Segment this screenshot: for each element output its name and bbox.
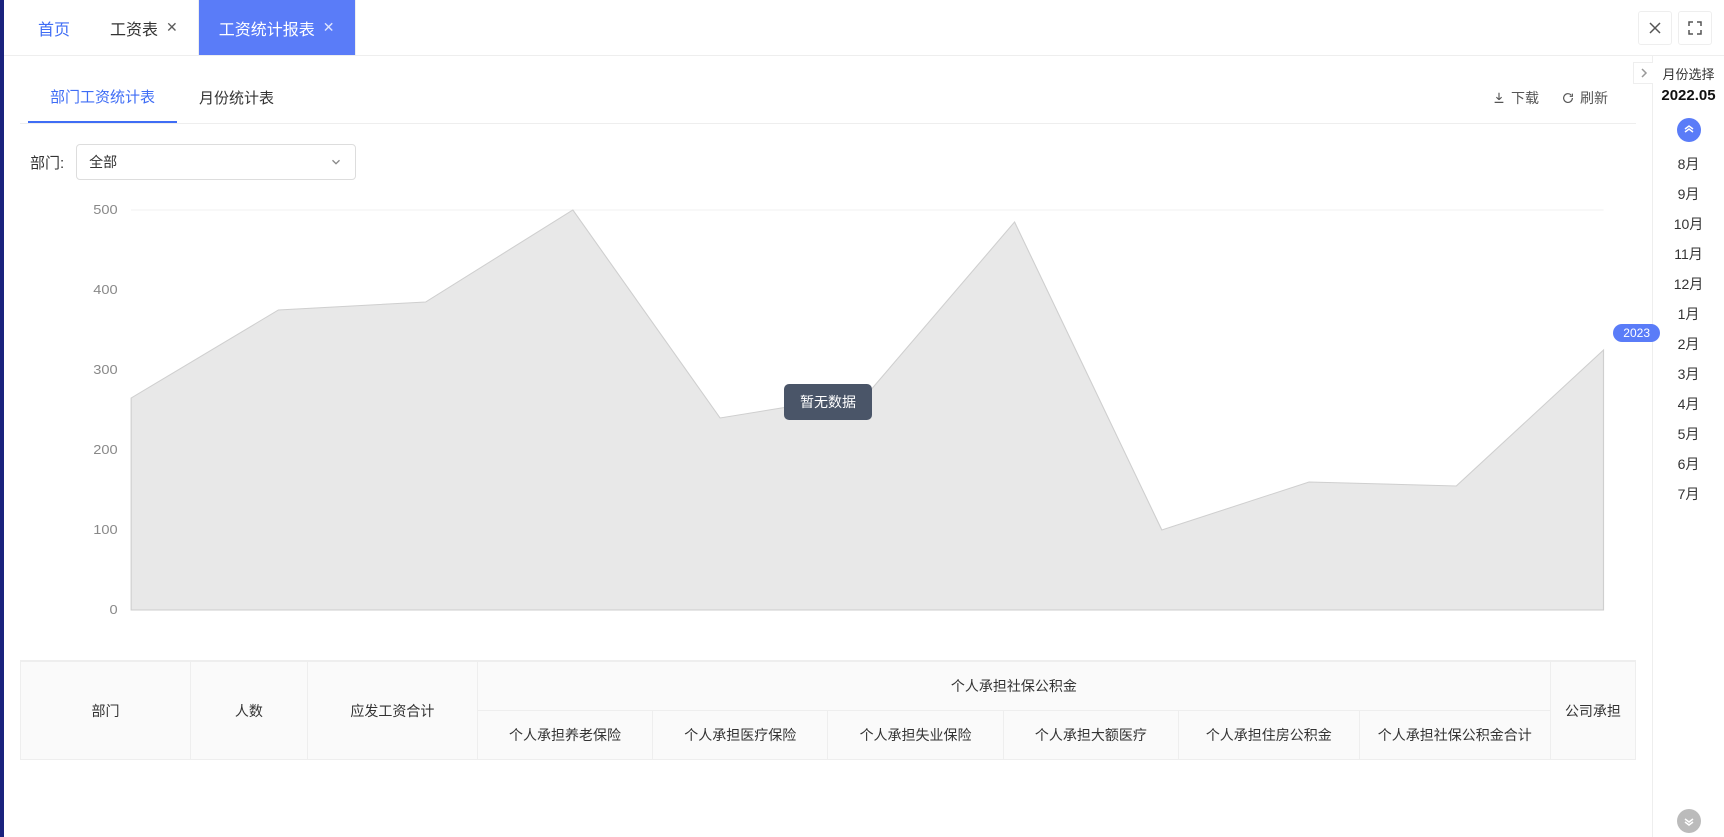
top-tabbar: 首页 工资表 ✕ 工资统计报表 ✕ bbox=[4, 0, 1724, 56]
close-icon[interactable]: ✕ bbox=[323, 19, 335, 36]
department-filter-label: 部门: bbox=[30, 152, 64, 173]
panel-actions: 下载 刷新 bbox=[1492, 88, 1628, 108]
month-item[interactable]: 9月 bbox=[1678, 184, 1700, 204]
close-all-button[interactable] bbox=[1638, 11, 1672, 45]
tab-salary-report-label: 工资统计报表 bbox=[219, 16, 315, 40]
chevron-down-icon bbox=[329, 155, 343, 169]
month-item[interactable]: 6月 bbox=[1678, 454, 1700, 474]
tab-salary-label: 工资表 bbox=[110, 16, 158, 40]
month-item[interactable]: 7月 bbox=[1678, 484, 1700, 504]
month-item[interactable]: 3月 bbox=[1678, 364, 1700, 384]
month-item[interactable]: 4月 bbox=[1678, 394, 1700, 414]
month-picker-title: 月份选择 bbox=[1662, 64, 1714, 83]
report-panel: 部门工资统计表 月份统计表 下载 刷新 部门: bbox=[20, 72, 1636, 821]
svg-text:200: 200 bbox=[93, 442, 118, 457]
th-headcount: 人数 bbox=[190, 662, 307, 760]
chevron-up-double-icon bbox=[1683, 124, 1695, 136]
th-housing-fund: 个人承担住房公积金 bbox=[1179, 711, 1360, 760]
chevron-right-icon bbox=[1639, 68, 1649, 78]
month-panel-collapse[interactable] bbox=[1633, 62, 1653, 84]
month-list: 8月 9月 10月 11月 12月 1月 2月 3月 4月 5月 6月 7月 bbox=[1674, 146, 1704, 805]
month-item[interactable]: 11月 bbox=[1674, 244, 1703, 264]
filter-row: 部门: 全部 bbox=[20, 124, 1636, 200]
close-icon[interactable]: ✕ bbox=[166, 19, 178, 36]
tab-salary[interactable]: 工资表 ✕ bbox=[90, 0, 199, 55]
chevron-down-double-icon bbox=[1683, 815, 1695, 827]
th-department: 部门 bbox=[21, 662, 191, 760]
panel-tab-department[interactable]: 部门工资统计表 bbox=[28, 72, 177, 123]
table-header-row-1: 部门 人数 应发工资合计 个人承担社保公积金 公司承担 bbox=[21, 662, 1636, 711]
salary-chart: 0 100 200 300 400 500 暂无数据 bbox=[30, 200, 1626, 640]
year-badge: 2023 bbox=[1613, 324, 1660, 342]
tab-home[interactable]: 首页 bbox=[18, 0, 90, 55]
th-major-medical: 个人承担大额医疗 bbox=[1003, 711, 1178, 760]
fullscreen-button[interactable] bbox=[1678, 11, 1712, 45]
close-icon bbox=[1647, 20, 1663, 36]
main-panel-wrap: 部门工资统计表 月份统计表 下载 刷新 部门: bbox=[4, 56, 1652, 837]
month-item[interactable]: 12月 bbox=[1674, 274, 1704, 294]
th-unemployment: 个人承担失业保险 bbox=[828, 711, 1003, 760]
download-label: 下载 bbox=[1511, 88, 1539, 108]
month-item[interactable]: 1月 bbox=[1678, 304, 1700, 324]
month-item[interactable]: 8月 bbox=[1678, 154, 1700, 174]
month-picker-current: 2022.05 bbox=[1661, 87, 1715, 104]
month-item[interactable]: 2月 bbox=[1678, 334, 1700, 354]
refresh-button[interactable]: 刷新 bbox=[1561, 88, 1608, 108]
top-tabs: 首页 工资表 ✕ 工资统计报表 ✕ bbox=[18, 0, 1638, 55]
month-item[interactable]: 10月 bbox=[1674, 214, 1704, 234]
tabbar-actions bbox=[1638, 11, 1724, 45]
download-icon bbox=[1492, 91, 1506, 105]
svg-text:100: 100 bbox=[93, 522, 118, 537]
summary-table: 部门 人数 应发工资合计 个人承担社保公积金 公司承担 个人承担养老保险 个人承… bbox=[20, 661, 1636, 760]
table-head: 部门 人数 应发工资合计 个人承担社保公积金 公司承担 个人承担养老保险 个人承… bbox=[21, 662, 1636, 760]
no-data-tooltip: 暂无数据 bbox=[784, 384, 872, 420]
refresh-icon bbox=[1561, 91, 1575, 105]
month-picker-panel: 月份选择 2022.05 8月 9月 10月 11月 12月 1月 2月 3月 4月 5月 6月 7月… bbox=[1652, 56, 1724, 837]
panel-tab-month[interactable]: 月份统计表 bbox=[177, 73, 296, 122]
svg-text:0: 0 bbox=[110, 602, 118, 617]
fullscreen-icon bbox=[1687, 20, 1703, 36]
svg-text:300: 300 bbox=[93, 362, 118, 377]
summary-table-wrap: 部门 人数 应发工资合计 个人承担社保公积金 公司承担 个人承担养老保险 个人承… bbox=[20, 660, 1636, 760]
refresh-label: 刷新 bbox=[1580, 88, 1608, 108]
department-select[interactable]: 全部 bbox=[76, 144, 356, 180]
th-personal-total: 个人承担社保公积金合计 bbox=[1359, 711, 1550, 760]
svg-text:500: 500 bbox=[93, 202, 118, 217]
th-personal-group: 个人承担社保公积金 bbox=[477, 662, 1550, 711]
panel-tabs: 部门工资统计表 月份统计表 下载 刷新 bbox=[20, 72, 1636, 124]
th-medical: 个人承担医疗保险 bbox=[653, 711, 828, 760]
content-area: 部门工资统计表 月份统计表 下载 刷新 部门: bbox=[4, 56, 1724, 837]
th-pension: 个人承担养老保险 bbox=[477, 711, 652, 760]
month-item[interactable]: 5月 bbox=[1678, 424, 1700, 444]
month-scroll-down[interactable] bbox=[1677, 809, 1701, 833]
department-select-value: 全部 bbox=[89, 152, 117, 172]
th-company-overflow: 公司承担 bbox=[1550, 662, 1635, 760]
tab-salary-report[interactable]: 工资统计报表 ✕ bbox=[199, 0, 356, 55]
app-root: 首页 工资表 ✕ 工资统计报表 ✕ 部门工资统计表 bbox=[0, 0, 1724, 837]
svg-text:400: 400 bbox=[93, 282, 118, 297]
month-scroll-up[interactable] bbox=[1677, 118, 1701, 142]
th-payable-total: 应发工资合计 bbox=[307, 662, 477, 760]
tab-home-label: 首页 bbox=[38, 16, 70, 40]
download-button[interactable]: 下载 bbox=[1492, 88, 1539, 108]
